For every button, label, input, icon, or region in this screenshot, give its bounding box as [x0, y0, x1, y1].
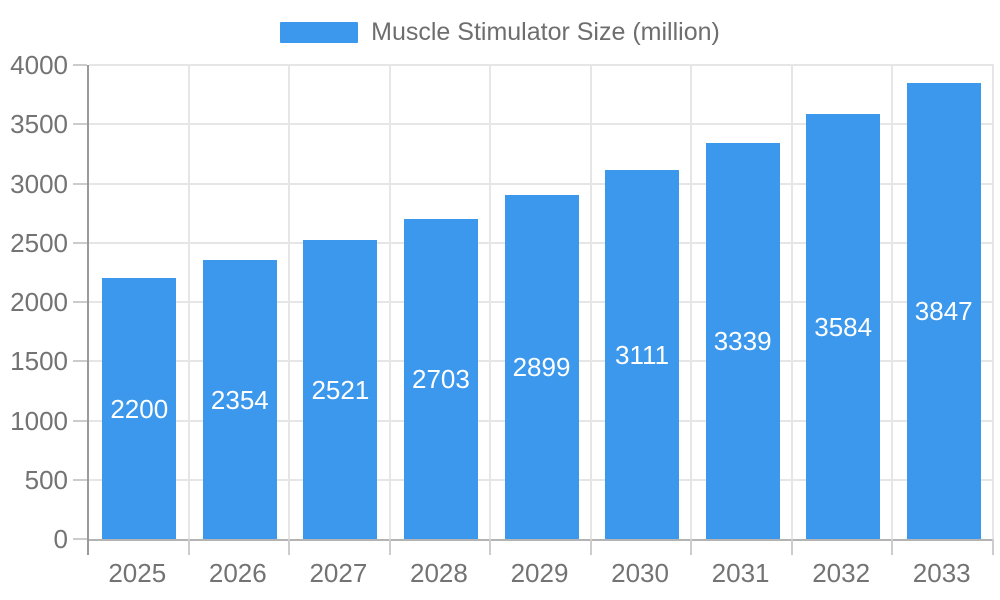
- y-axis-tick: [73, 419, 87, 422]
- bar-value-label: 3847: [914, 296, 973, 327]
- bar-2025[interactable]: 2200: [102, 278, 177, 539]
- legend-label: Muscle Stimulator Size (million): [371, 17, 720, 46]
- bar-value-label: 3339: [713, 326, 772, 357]
- y-axis-tick: [73, 64, 87, 66]
- x-gridline: [992, 65, 994, 539]
- bar-value-label: 2200: [110, 393, 169, 424]
- y-axis-tick-label: 2500: [10, 227, 68, 258]
- y-axis-tick: [73, 123, 87, 126]
- bar-value-label: 3111: [615, 339, 670, 370]
- x-gridline: [589, 65, 592, 539]
- x-axis-tick: [992, 539, 994, 555]
- y-axis-tick-label: 3500: [10, 109, 68, 140]
- y-axis-tick: [73, 538, 87, 540]
- x-axis-tick-label: 2028: [410, 558, 468, 588]
- x-gridline: [489, 65, 492, 539]
- y-axis-tick: [73, 478, 87, 481]
- bar-2033[interactable]: 3847: [906, 83, 981, 539]
- x-axis-tick: [891, 539, 894, 555]
- y-axis-tick-label: 3000: [10, 168, 68, 199]
- x-gridline: [388, 65, 391, 539]
- bar-value-label: 2521: [311, 374, 370, 405]
- bar-2028[interactable]: 2703: [403, 218, 478, 539]
- x-axis-tick-label: 2027: [309, 558, 368, 588]
- x-axis-tick: [589, 539, 592, 555]
- bar-2027[interactable]: 2521: [303, 240, 378, 539]
- y-gridline: [89, 64, 994, 66]
- x-gridline: [690, 65, 693, 539]
- x-axis-tick-label: 2032: [812, 558, 871, 588]
- x-axis-tick-label: 2026: [208, 558, 267, 588]
- x-gridline: [187, 65, 190, 539]
- plot-area: 2200 2354 2521 2703 2899 3111 3339 3584 3847: [73, 64, 994, 555]
- x-axis-tick: [187, 539, 190, 555]
- y-axis-tick-label: 500: [24, 464, 68, 495]
- bar-2029[interactable]: 2899: [504, 195, 579, 539]
- y-axis-tick-label: 1000: [10, 405, 68, 436]
- bar-value-label: 2354: [210, 384, 269, 415]
- bar-value-label: 2703: [412, 363, 470, 394]
- x-axis-tick: [288, 539, 291, 555]
- x-axis-tick: [388, 539, 391, 555]
- legend-item[interactable]: Muscle Stimulator Size (million): [0, 14, 1000, 50]
- x-gridline: [891, 65, 894, 539]
- x-axis-tick-label: 2033: [912, 558, 971, 588]
- bar-2030[interactable]: 3111: [605, 170, 680, 539]
- y-gridline: [89, 123, 994, 126]
- bar-2031[interactable]: 3339: [705, 143, 780, 539]
- x-gridline: [790, 65, 793, 539]
- x-axis-tick: [790, 539, 793, 555]
- legend-swatch: [280, 21, 359, 43]
- bar-2032[interactable]: 3584: [806, 114, 881, 539]
- x-axis-tick: [690, 539, 693, 555]
- x-axis-tick-label: 2029: [510, 558, 569, 588]
- y-axis-tick: [73, 182, 87, 185]
- bar-value-label: 2899: [512, 352, 571, 383]
- bar-2026[interactable]: 2354: [202, 260, 277, 539]
- bar-value-label: 3584: [814, 311, 873, 342]
- x-axis-tick: [489, 539, 492, 555]
- y-axis-tick: [73, 360, 87, 363]
- y-axis-tick-label: 0: [53, 524, 68, 554]
- x-gridline: [288, 65, 291, 539]
- y-axis-tick: [73, 241, 87, 244]
- y-axis-tick-label: 1500: [10, 346, 68, 377]
- x-axis-tick-label: 2025: [108, 558, 167, 588]
- x-axis-tick-label: 2031: [711, 558, 770, 588]
- y-axis-tick-label: 4000: [10, 50, 68, 80]
- x-axis-tick: [87, 539, 89, 555]
- y-axis-tick: [73, 301, 87, 303]
- y-gridline: [89, 182, 994, 185]
- x-axis-tick-label: 2030: [611, 558, 669, 588]
- y-axis-tick-label: 2000: [10, 287, 68, 317]
